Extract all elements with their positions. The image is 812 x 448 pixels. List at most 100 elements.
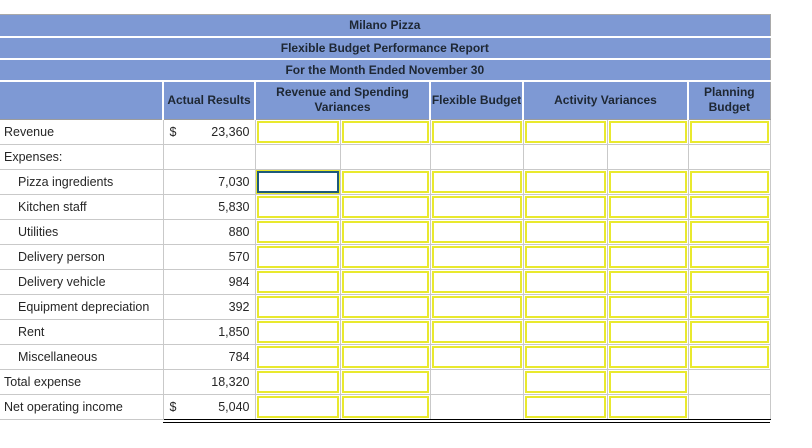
actual-results-value: 18,320 bbox=[211, 375, 250, 389]
report-name-title: Flexible Budget Performance Report bbox=[0, 36, 771, 60]
activity-variance-input-cell[interactable] bbox=[524, 171, 606, 193]
table-row-pizza-ingredients: Pizza ingredients 7,030 bbox=[0, 169, 771, 195]
activity-variance-label-input-cell[interactable] bbox=[608, 396, 687, 418]
actual-results-cell: 392 bbox=[163, 294, 256, 320]
actual-results-value: 23,360 bbox=[211, 125, 250, 139]
activity-variance-input-cell[interactable] bbox=[524, 246, 606, 268]
planning-budget-input-cell[interactable] bbox=[689, 171, 769, 193]
revenue-spending-variance-label-input-cell[interactable] bbox=[341, 296, 429, 318]
row-label: Miscellaneous bbox=[0, 344, 164, 370]
activity-variance-label-input-cell[interactable] bbox=[608, 121, 687, 143]
table-row-expenses-header: Expenses: bbox=[0, 144, 771, 170]
double-underline-row bbox=[0, 419, 771, 423]
revenue-spending-variance-label-input-cell[interactable] bbox=[341, 346, 429, 368]
revenue-spending-variance-input-cell[interactable] bbox=[256, 396, 339, 418]
planning-budget-input-cell[interactable] bbox=[689, 221, 769, 243]
empty-cell bbox=[340, 144, 431, 170]
planning-budget-input-cell[interactable] bbox=[689, 121, 769, 143]
activity-variance-input-cell[interactable] bbox=[524, 396, 606, 418]
actual-results-cell: 5,830 bbox=[163, 194, 256, 220]
empty-cell bbox=[688, 144, 771, 170]
revenue-spending-variance-label-input-cell[interactable] bbox=[341, 271, 429, 293]
activity-variance-label-input-cell[interactable] bbox=[608, 371, 687, 393]
spreadsheet-area: Milano Pizza Flexible Budget Performance… bbox=[0, 14, 812, 448]
revenue-spending-variance-input-cell[interactable] bbox=[256, 346, 339, 368]
flexible-budget-input-cell[interactable] bbox=[431, 221, 522, 243]
revenue-spending-variance-label-input-cell[interactable] bbox=[341, 246, 429, 268]
revenue-spending-variance-input-cell[interactable] bbox=[256, 296, 339, 318]
revenue-spending-variance-input-cell[interactable] bbox=[256, 221, 339, 243]
table-row-delivery-person: Delivery person 570 bbox=[0, 244, 771, 270]
flexible-budget-input-cell[interactable] bbox=[431, 271, 522, 293]
revenue-spending-variance-label-input-cell[interactable] bbox=[341, 171, 429, 193]
revenue-spending-variance-label-input-cell[interactable] bbox=[341, 321, 429, 343]
table-row-rent: Rent 1,850 bbox=[0, 319, 771, 345]
currency-symbol: $ bbox=[169, 125, 177, 139]
revenue-spending-variance-label-input-cell[interactable] bbox=[341, 371, 429, 393]
activity-variance-label-input-cell[interactable] bbox=[608, 246, 687, 268]
flexible-budget-input-cell[interactable] bbox=[431, 121, 522, 143]
revenue-spending-variance-input-cell[interactable] bbox=[256, 121, 339, 143]
activity-variance-label-input-cell[interactable] bbox=[608, 221, 687, 243]
row-label: Pizza ingredients bbox=[0, 169, 164, 195]
activity-variance-input-cell[interactable] bbox=[524, 121, 606, 143]
flexible-budget-input-cell[interactable] bbox=[431, 296, 522, 318]
revenue-spending-variance-input-cell[interactable] bbox=[256, 321, 339, 343]
double-underline bbox=[163, 419, 771, 423]
actual-results-cell: $5,040 bbox=[163, 394, 256, 420]
revenue-spending-variance-input-cell[interactable] bbox=[256, 371, 339, 393]
activity-variance-input-cell[interactable] bbox=[524, 346, 606, 368]
planning-budget-total-cell bbox=[688, 369, 771, 395]
empty-cell bbox=[607, 144, 689, 170]
empty-cell bbox=[430, 144, 524, 170]
activity-variance-input-cell[interactable] bbox=[524, 321, 606, 343]
activity-variance-label-input-cell[interactable] bbox=[608, 346, 687, 368]
activity-variance-input-cell[interactable] bbox=[524, 271, 606, 293]
actual-results-cell: 570 bbox=[163, 244, 256, 270]
selected-input-cell[interactable] bbox=[255, 170, 340, 194]
row-label: Net operating income bbox=[0, 394, 164, 420]
row-label: Revenue bbox=[0, 119, 164, 145]
actual-results-value: 784 bbox=[228, 350, 250, 364]
activity-variance-label-input-cell[interactable] bbox=[608, 296, 687, 318]
planning-budget-input-cell[interactable] bbox=[689, 296, 769, 318]
revenue-spending-variance-input-cell[interactable] bbox=[256, 271, 339, 293]
actual-results-cell: 1,850 bbox=[163, 319, 256, 345]
activity-variance-input-cell[interactable] bbox=[524, 371, 606, 393]
flexible-budget-total-cell bbox=[430, 369, 524, 395]
planning-budget-input-cell[interactable] bbox=[689, 346, 769, 368]
activity-variance-input-cell[interactable] bbox=[524, 196, 606, 218]
flexible-budget-input-cell[interactable] bbox=[431, 246, 522, 268]
revenue-spending-variance-label-input-cell[interactable] bbox=[341, 396, 429, 418]
column-header-flexible-budget: Flexible Budget bbox=[430, 80, 524, 120]
revenue-spending-variance-label-input-cell[interactable] bbox=[341, 221, 429, 243]
flexible-budget-input-cell[interactable] bbox=[431, 171, 522, 193]
activity-variance-label-input-cell[interactable] bbox=[608, 171, 687, 193]
column-header-planning-budget: Planning Budget bbox=[688, 80, 771, 120]
activity-variance-label-input-cell[interactable] bbox=[608, 196, 687, 218]
table-row-total-expense: Total expense 18,320 bbox=[0, 369, 771, 395]
activity-variance-input-cell[interactable] bbox=[524, 221, 606, 243]
planning-budget-input-cell[interactable] bbox=[689, 321, 769, 343]
flexible-budget-input-cell[interactable] bbox=[431, 196, 522, 218]
planning-budget-input-cell[interactable] bbox=[689, 271, 769, 293]
row-label: Utilities bbox=[0, 219, 164, 245]
activity-variance-label-input-cell[interactable] bbox=[608, 271, 687, 293]
planning-budget-input-cell[interactable] bbox=[689, 246, 769, 268]
activity-variance-label-input-cell[interactable] bbox=[608, 321, 687, 343]
empty-cell bbox=[523, 144, 608, 170]
table-row-miscellaneous: Miscellaneous 784 bbox=[0, 344, 771, 370]
revenue-spending-variance-input-cell[interactable] bbox=[256, 196, 339, 218]
revenue-spending-variance-label-input-cell[interactable] bbox=[341, 121, 429, 143]
actual-results-cell: $23,360 bbox=[163, 119, 256, 145]
activity-variance-input-cell[interactable] bbox=[524, 296, 606, 318]
revenue-spending-variance-label-input-cell[interactable] bbox=[341, 196, 429, 218]
report-company-title: Milano Pizza bbox=[0, 14, 771, 38]
empty-cell bbox=[255, 144, 341, 170]
actual-results-value: 5,040 bbox=[218, 400, 250, 414]
flexible-budget-input-cell[interactable] bbox=[431, 346, 522, 368]
planning-budget-input-cell[interactable] bbox=[689, 196, 769, 218]
column-header-activity-variances: Activity Variances bbox=[523, 80, 689, 120]
revenue-spending-variance-input-cell[interactable] bbox=[256, 246, 339, 268]
flexible-budget-input-cell[interactable] bbox=[431, 321, 522, 343]
